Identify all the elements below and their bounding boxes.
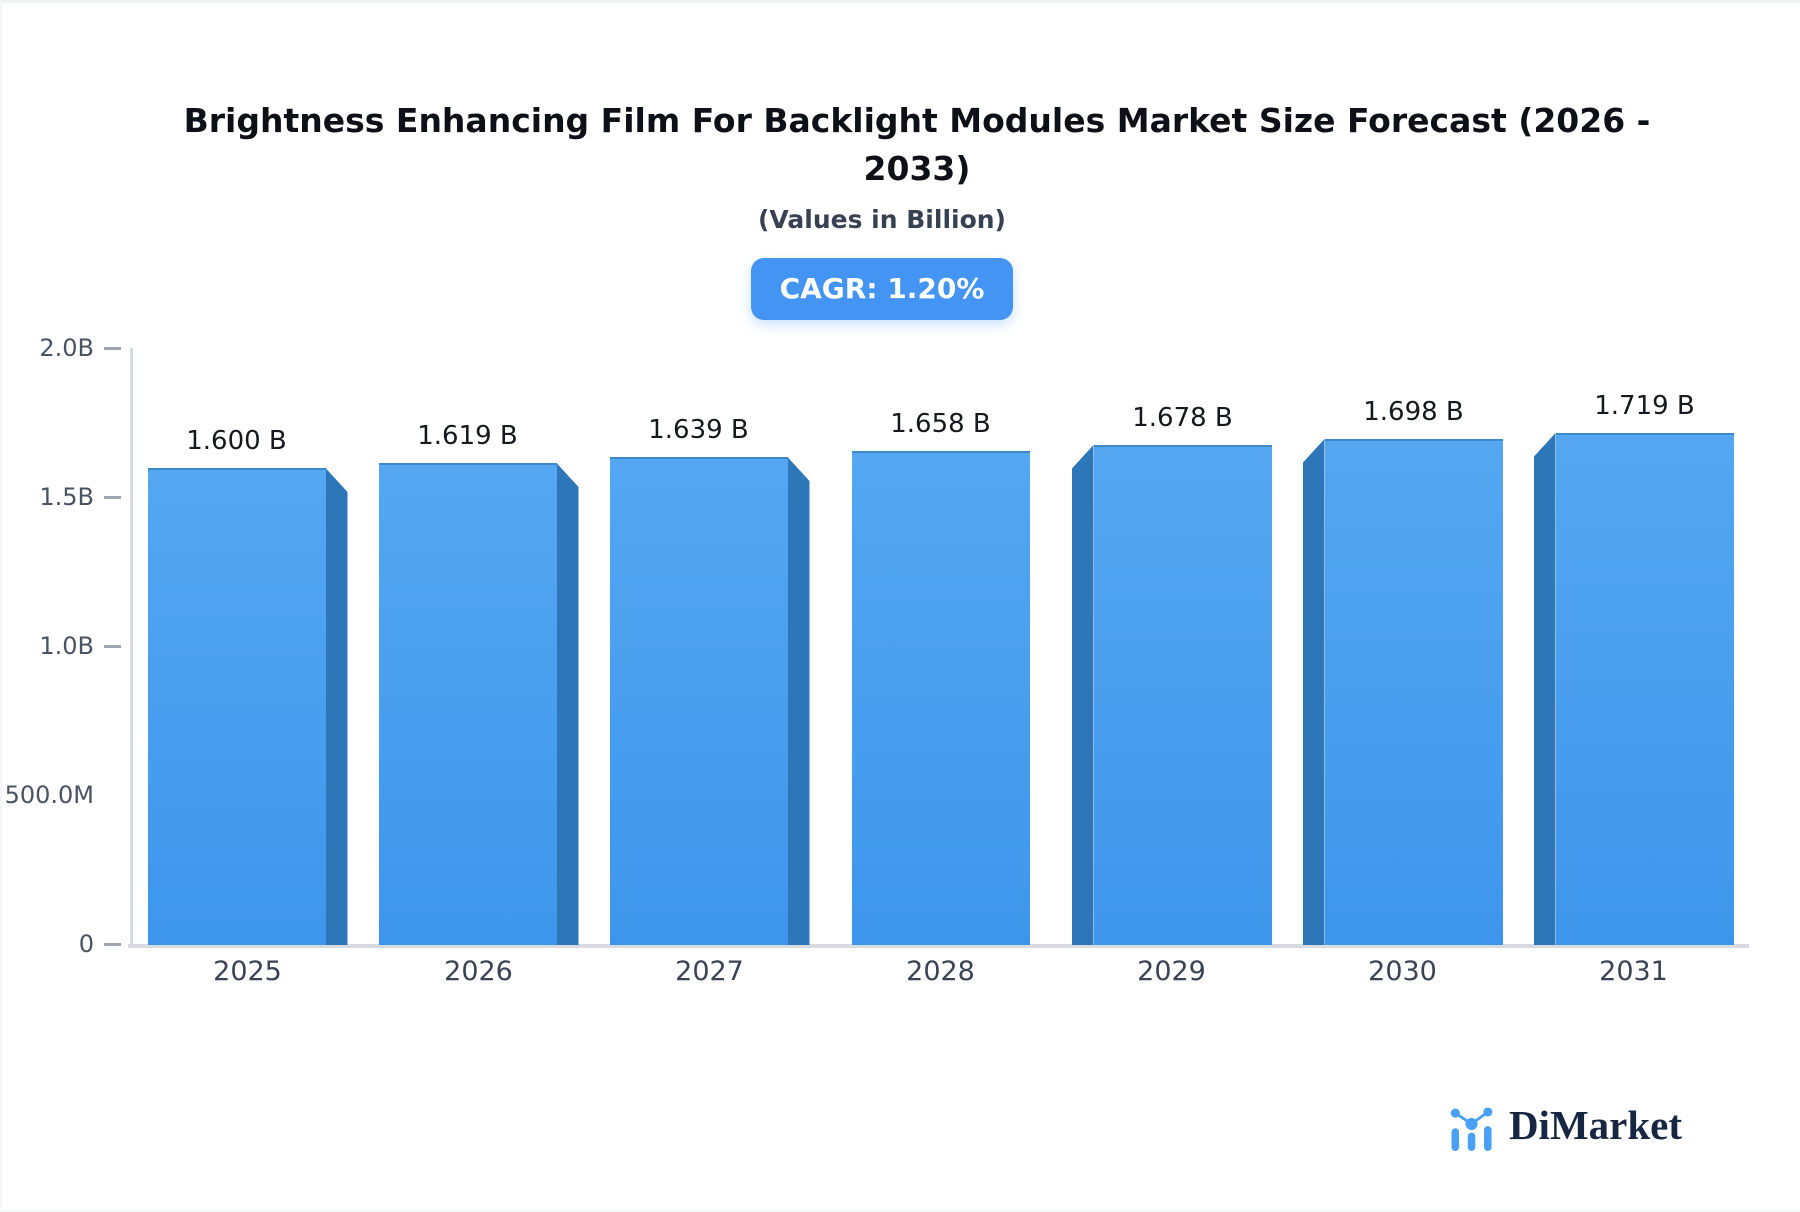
bar-2028 — [851, 451, 1030, 945]
y-tick-1.0B — [104, 645, 121, 648]
x-axis-line — [128, 944, 1749, 948]
y-axis-label-500.0M: 500.0M — [4, 781, 94, 809]
chart-title-line1: Brightness Enhancing Film For Backlight … — [183, 101, 1651, 140]
bar-side-2026 — [556, 463, 579, 945]
cagr-badge: CAGR: 1.20% — [750, 258, 1014, 320]
bar-face-2029 — [1093, 445, 1272, 945]
chart-subtitle: (Values in Billion) — [758, 205, 1006, 234]
bar-2030 — [1302, 439, 1503, 945]
brand-name: DiMarket — [1508, 1102, 1682, 1148]
bar-side-2029 — [1071, 445, 1094, 945]
bar-value-2028: 1.658 B — [890, 409, 991, 439]
bar-face-2026 — [378, 463, 557, 945]
y-axis-label-2.0B: 2.0B — [39, 334, 94, 362]
x-axis-label-2030: 2030 — [1368, 956, 1437, 987]
x-axis-label-2031: 2031 — [1599, 956, 1668, 987]
y-axis-label-1.0B: 1.0B — [39, 632, 94, 660]
y-tick-2.0B — [104, 347, 121, 350]
cagr-badge-row: CAGR: 1.20% — [2, 258, 1762, 320]
bar-value-2031: 1.719 B — [1594, 391, 1695, 421]
bar-2025 — [147, 468, 348, 945]
y-tick-0 — [104, 943, 121, 946]
bar-face-2028 — [851, 451, 1030, 945]
brand-logo: DiMarket — [1445, 1097, 1682, 1153]
bar-side-2025 — [325, 468, 348, 945]
bar-line-chart-icon — [1450, 1107, 1493, 1151]
bar-value-2025: 1.600 B — [186, 426, 287, 456]
y-tick-1.5B — [104, 496, 121, 499]
y-axis-label-1.5B: 1.5B — [39, 483, 94, 511]
chart-title-line2: 2033) — [863, 149, 971, 188]
bar-value-2027: 1.639 B — [648, 415, 749, 445]
bar-face-2031 — [1555, 433, 1734, 945]
bar-face-2025 — [147, 468, 326, 945]
bar-2031 — [1533, 433, 1734, 945]
bar-value-2026: 1.619 B — [417, 421, 518, 451]
bar-value-2030: 1.698 B — [1363, 397, 1464, 427]
bar-2026 — [378, 463, 579, 945]
bar-side-2030 — [1302, 439, 1325, 945]
x-axis-label-2025: 2025 — [213, 956, 282, 987]
bar-2027 — [609, 457, 810, 945]
chart-title: Brightness Enhancing Film For Backlight … — [32, 97, 1800, 193]
bar-side-2027 — [787, 457, 810, 945]
y-axis-line — [130, 348, 133, 947]
y-axis-label-0: 0 — [78, 930, 94, 958]
bar-2029 — [1071, 445, 1272, 945]
x-axis-label-2027: 2027 — [675, 956, 744, 987]
bar-face-2027 — [609, 457, 788, 945]
bar-face-2030 — [1324, 439, 1503, 945]
bar-value-2029: 1.678 B — [1132, 403, 1233, 433]
x-axis-label-2029: 2029 — [1137, 956, 1206, 987]
x-axis-label-2028: 2028 — [906, 956, 975, 987]
bar-side-2031 — [1533, 433, 1556, 945]
x-axis-label-2026: 2026 — [444, 956, 513, 987]
